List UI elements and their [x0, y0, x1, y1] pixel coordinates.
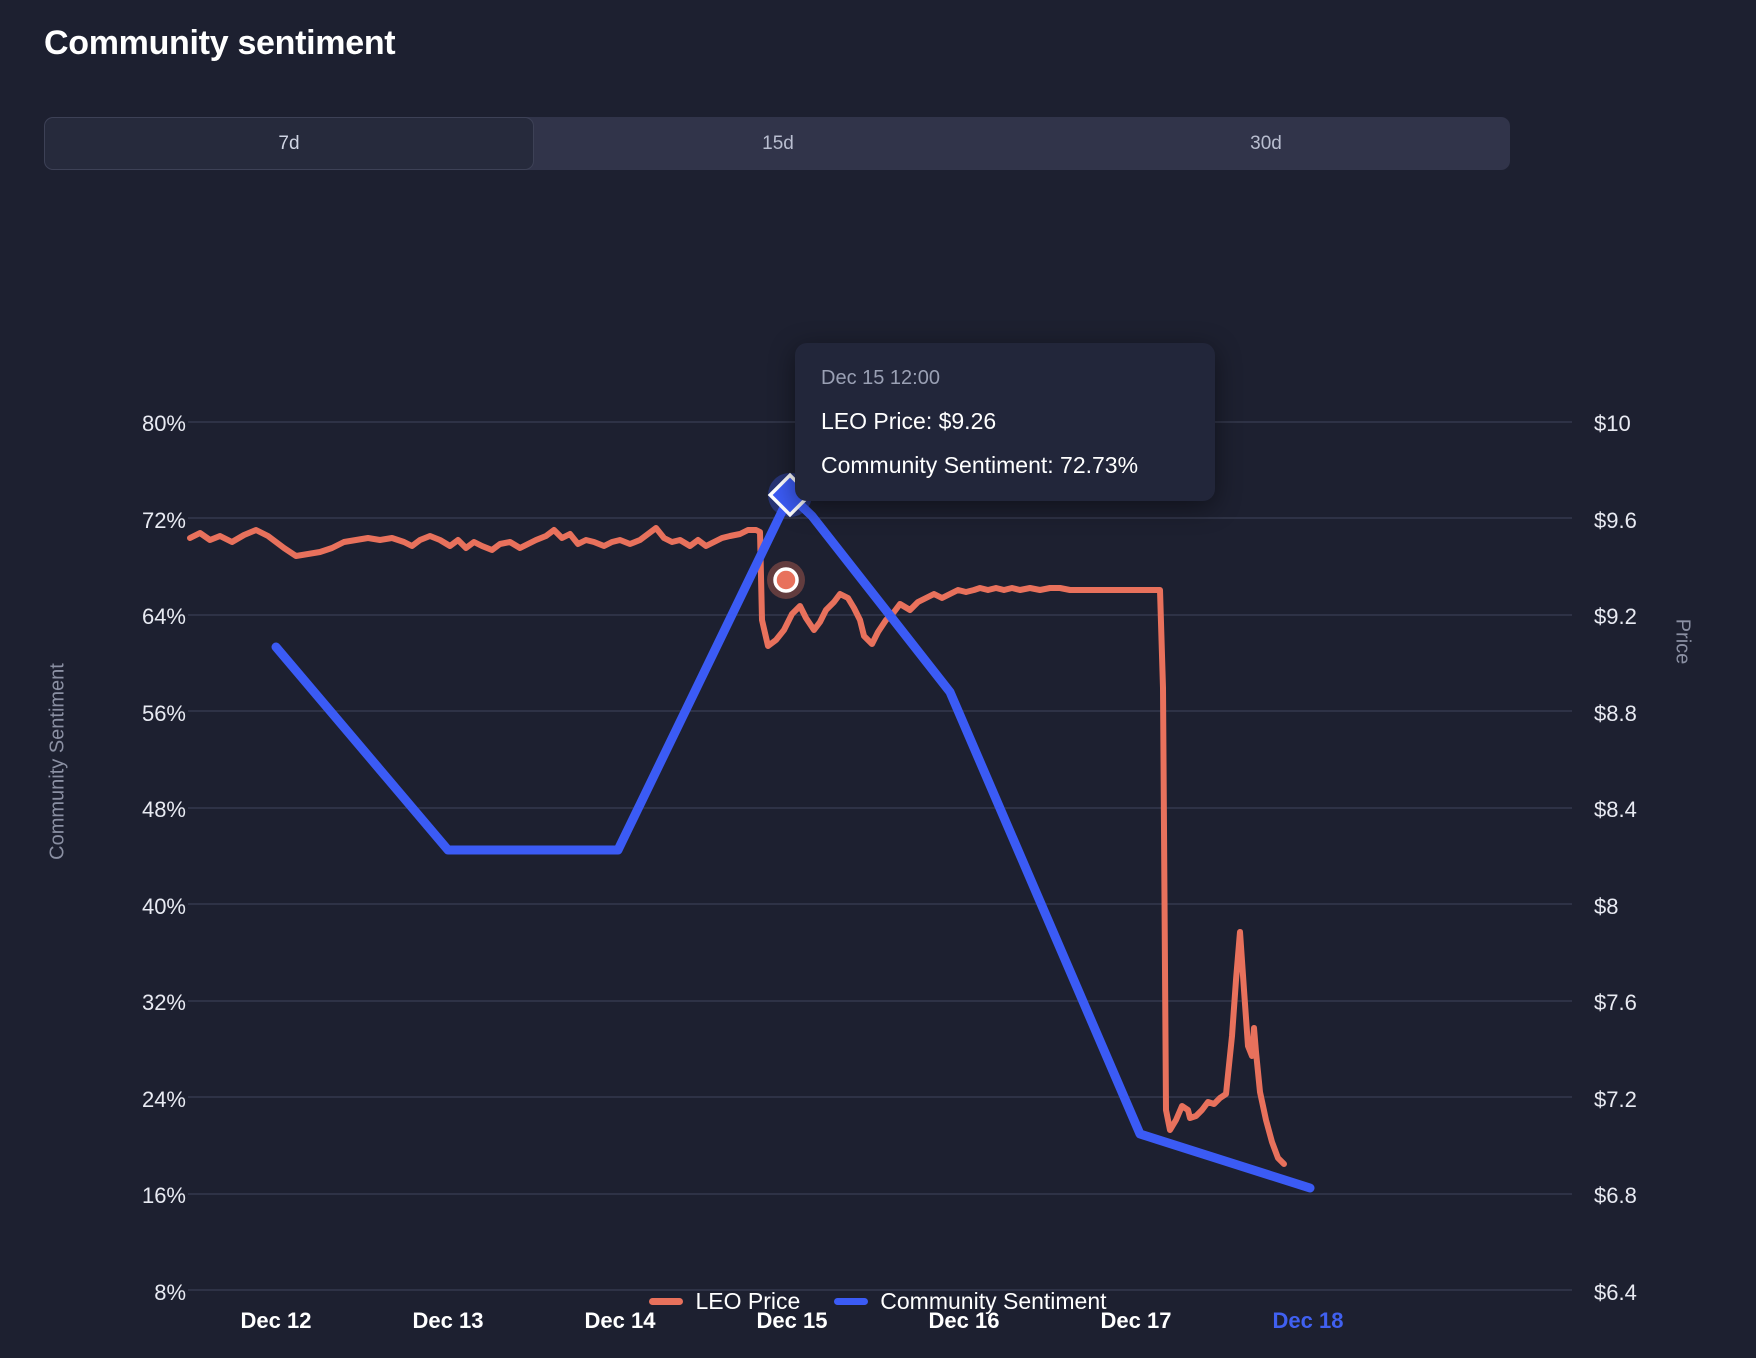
y-tick-left-48: 48%	[141, 797, 186, 822]
y-tick-right-8-4: $8.4	[1594, 797, 1637, 822]
legend-swatch-icon-leo-price	[649, 1298, 684, 1305]
series-line-community-sentiment	[271, 490, 1315, 1193]
y-tick-right-9-6: $9.6	[1594, 508, 1637, 533]
chart-plot-area: Community Sentiment Price 80% 72% 64% 56…	[0, 190, 1756, 1358]
x-tick-dec-13: Dec 13	[412, 1308, 484, 1333]
legend-label-leo-price: LEO Price	[695, 1288, 801, 1314]
y-tick-left-72: 72%	[141, 508, 186, 533]
series-line-leo-price	[187, 525, 1287, 1167]
y-tick-right-7-6: $7.6	[1594, 990, 1637, 1015]
x-tick-dec-17: Dec 17	[1100, 1308, 1172, 1333]
chart-svg	[187, 421, 1572, 1291]
range-tab-group: 7d 15d 30d	[44, 117, 1510, 170]
y-tick-right-6-4: $6.4	[1594, 1280, 1637, 1305]
y-tick-left-16: 16%	[141, 1183, 186, 1208]
y-tick-left-24: 24%	[141, 1087, 186, 1112]
y-tick-right-10: $10	[1594, 411, 1631, 436]
tooltip-timestamp: Dec 15 12:00	[821, 367, 940, 389]
y-tick-right-7-2: $7.2	[1594, 1087, 1637, 1112]
x-tick-dec-16: Dec 16	[928, 1308, 1000, 1333]
y-tick-right-8-8: $8.8	[1594, 701, 1637, 726]
x-tick-dec-18: Dec 18	[1272, 1308, 1344, 1333]
y-tick-left-80: 80%	[141, 411, 186, 436]
x-tick-dec-14: Dec 14	[584, 1308, 656, 1333]
range-tab-15d[interactable]: 15d	[534, 117, 1022, 170]
legend-swatch-icon-community-sentiment	[834, 1298, 869, 1305]
tooltip-price-row: LEO Price: $9.26	[821, 408, 997, 434]
y-tick-right-9-2: $9.2	[1594, 604, 1637, 629]
chart-tooltip: Dec 15 12:00 LEO Price: $9.26 Community …	[795, 343, 1215, 501]
y-tick-right-8: $8	[1594, 894, 1619, 919]
tooltip-sentiment-row: Community Sentiment: 72.73%	[821, 452, 1139, 478]
x-tick-dec-15: Dec 15	[756, 1308, 828, 1333]
x-tick-dec-12: Dec 12	[240, 1308, 312, 1333]
page-title: Community sentiment	[44, 24, 396, 62]
range-tab-30d[interactable]: 30d	[1022, 117, 1510, 170]
legend-item-community-sentiment[interactable]: Community Sentiment	[834, 1288, 1107, 1315]
y-tick-left-64: 64%	[141, 604, 186, 629]
range-tab-7d[interactable]: 7d	[44, 117, 534, 170]
legend-item-leo-price[interactable]: LEO Price	[649, 1288, 800, 1315]
y-tick-left-56: 56%	[141, 701, 186, 726]
chart-legend: LEO Price Community Sentiment	[0, 1288, 1756, 1315]
y-tick-right-6-8: $6.8	[1594, 1183, 1637, 1208]
y-tick-left-40: 40%	[141, 894, 186, 919]
legend-label-community-sentiment: Community Sentiment	[880, 1288, 1107, 1314]
y-tick-left-8: 8%	[154, 1280, 186, 1305]
price-marker	[773, 567, 799, 593]
y-tick-left-32: 32%	[141, 990, 186, 1015]
gridlines	[188, 421, 1572, 1291]
